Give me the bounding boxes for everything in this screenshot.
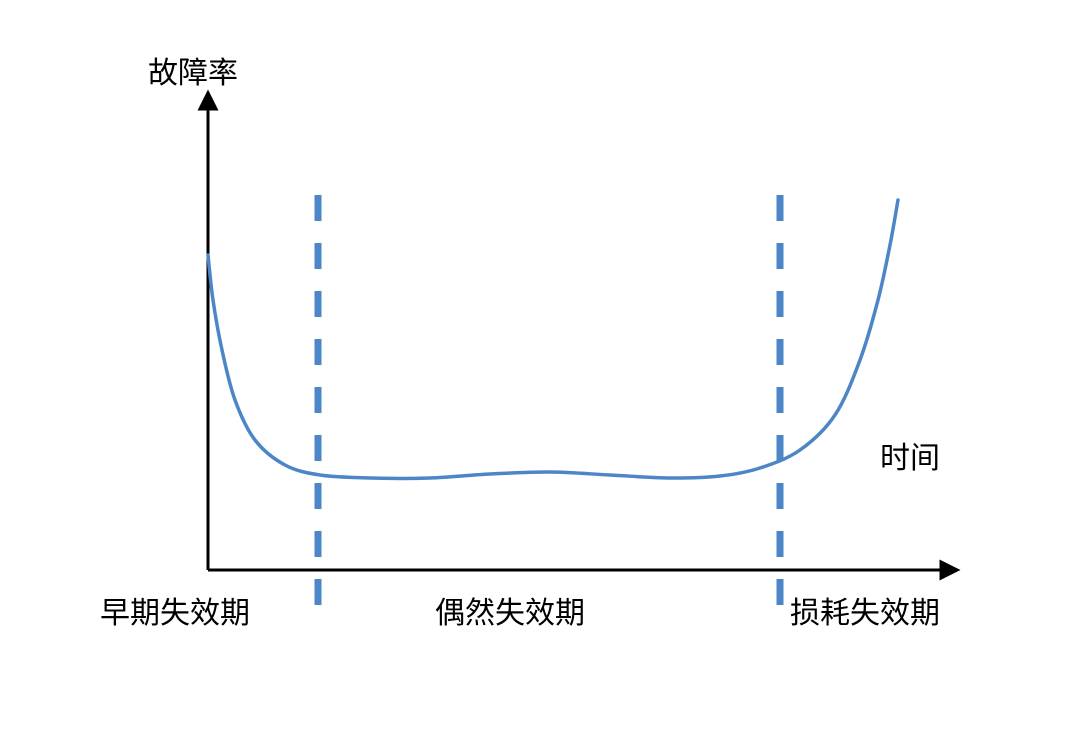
region-label-random: 偶然失效期	[435, 588, 585, 632]
region-label-wearout: 损耗失效期	[790, 588, 940, 632]
bathtub-chart: 故障率 时间 早期失效期 偶然失效期 损耗失效期	[0, 0, 1080, 733]
y-axis-label: 故障率	[148, 48, 238, 92]
region-label-early: 早期失效期	[100, 588, 250, 632]
bathtub-curve	[208, 200, 898, 478]
x-axis-label: 时间	[880, 433, 940, 477]
